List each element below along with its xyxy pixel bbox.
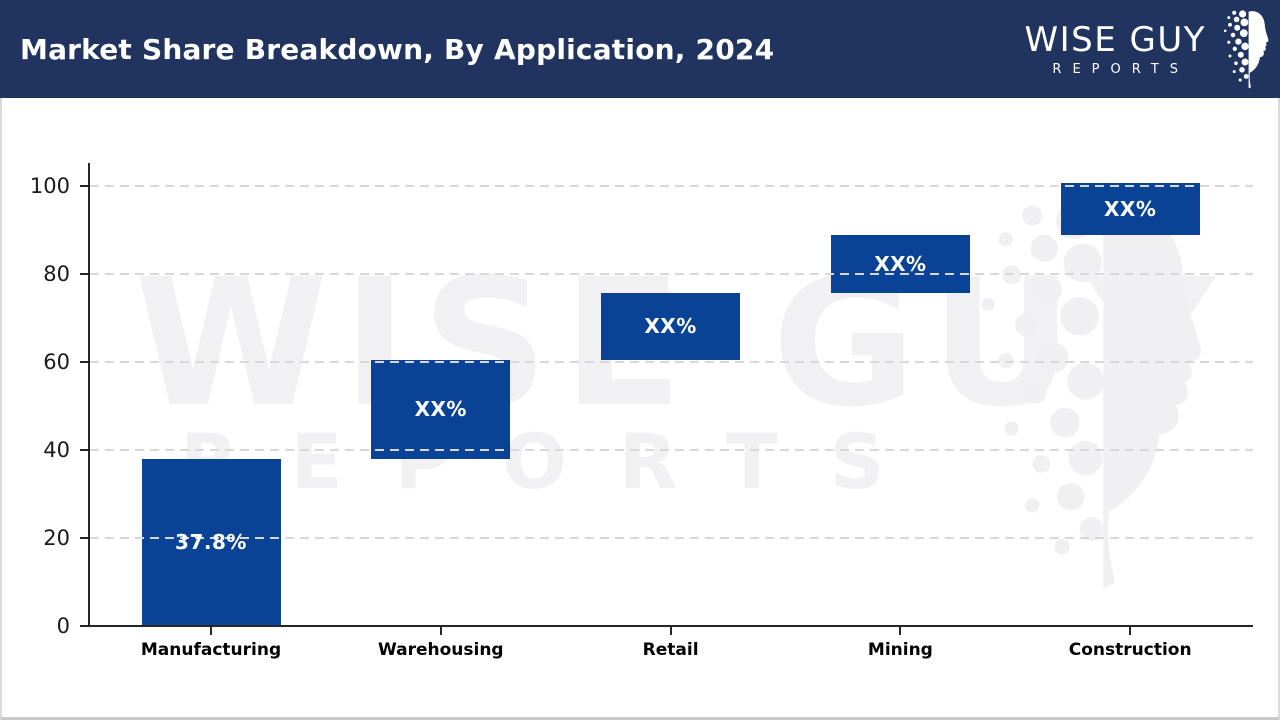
x-tick-mark: [669, 627, 672, 635]
bar-retail: [601, 292, 741, 361]
x-tick-label: Mining: [867, 640, 933, 660]
y-tick-mark: [80, 273, 88, 275]
y-tick-mark: [80, 537, 88, 539]
bar-construction: [1060, 182, 1200, 236]
header-bar: Market Share Breakdown, By Application, …: [0, 0, 1280, 98]
x-tick-mark: [1129, 627, 1132, 635]
y-axis-line: [88, 163, 90, 627]
y-tick-mark: [80, 361, 88, 363]
gridline: [90, 185, 1253, 187]
x-axis-line: [87, 625, 1253, 627]
x-tick-label: Manufacturing: [140, 640, 282, 660]
x-tick-mark: [439, 627, 442, 635]
bar-mining: [830, 235, 970, 293]
x-tick-label: Construction: [1068, 640, 1192, 660]
waterfall-chart: 0 20 40 60 80 100 37.8% Manufacturing XX% Warehou…: [0, 98, 1280, 720]
x-tick-mark: [210, 627, 212, 635]
x-tick-label: Warehousing: [377, 640, 504, 660]
gridline: [90, 361, 1253, 363]
logo-subtext: REPORTS: [1052, 62, 1190, 77]
page-title: Market Share Breakdown, By Application, …: [20, 32, 775, 66]
bar-value-label: 37.8%: [175, 529, 247, 554]
x-tick-mark: [899, 627, 902, 635]
bar-value-label: XX%: [644, 314, 697, 339]
wiseguy-logo: WISE GUY REPORTS: [1024, 6, 1270, 94]
bar-value-label: XX%: [414, 397, 467, 422]
y-tick-label: 20: [43, 526, 70, 550]
watermark-subtext: REPORTS: [180, 417, 937, 506]
y-tick-label: 80: [43, 262, 70, 286]
bar-manufacturing: [141, 458, 281, 625]
y-tick-label: 0: [56, 614, 70, 638]
gridline: [90, 537, 1253, 539]
y-tick-mark: [80, 449, 88, 451]
logo-wordmark: WISE GUY: [1024, 20, 1206, 60]
bar-warehousing: [371, 360, 511, 459]
y-tick-mark: [80, 625, 88, 627]
wiseguy-head-icon: [1208, 8, 1270, 92]
y-tick-label: 60: [43, 350, 70, 374]
bar-value-label: XX%: [874, 251, 927, 276]
y-tick-mark: [80, 185, 88, 187]
gridline: [90, 273, 1253, 275]
gridline: [90, 449, 1253, 451]
y-tick-label: 100: [29, 174, 70, 198]
y-tick-label: 40: [43, 438, 70, 462]
wiseguy-logo-text: WISE GUY REPORTS: [1024, 21, 1206, 79]
x-tick-label: Retail: [642, 640, 699, 660]
bar-value-label: XX%: [1103, 196, 1157, 221]
